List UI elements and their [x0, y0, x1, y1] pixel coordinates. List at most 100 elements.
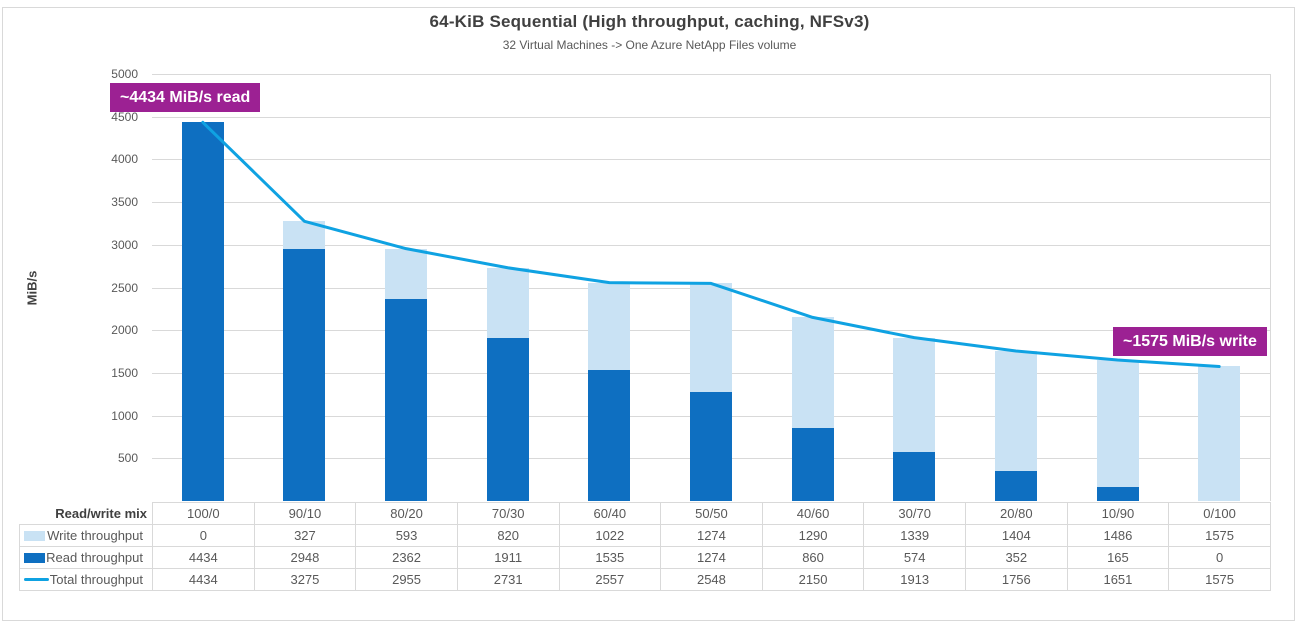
- y-tick-label: 3000: [111, 237, 138, 252]
- read-bar-segment: [486, 337, 529, 501]
- total-line-path: [201, 120, 1221, 368]
- value-cell: 2955: [355, 568, 458, 591]
- bar-swatch-icon: [24, 530, 45, 541]
- read-bar-segment: [994, 470, 1037, 501]
- bar-swatch-icon: [24, 552, 45, 563]
- value-cell: 1535: [558, 546, 662, 569]
- read-bar-segment: [791, 427, 834, 501]
- value-cell: 593: [355, 524, 458, 547]
- category-cell: 100/0: [152, 502, 255, 525]
- write-bar-segment: [1198, 366, 1241, 501]
- value-cell: 1575: [1168, 524, 1271, 547]
- category-cell: 30/70: [863, 502, 966, 525]
- y-tick-label: 4000: [111, 152, 138, 167]
- value-cell: 1274: [660, 546, 763, 569]
- series-label-wrap: Write throughput: [21, 526, 148, 546]
- value-cell: 2548: [660, 568, 763, 591]
- y-tick-label: 5000: [111, 67, 138, 81]
- write-bar-segment: [994, 351, 1037, 471]
- series-label-cell: Read throughput: [19, 546, 153, 569]
- category-cell: 60/40: [558, 502, 662, 525]
- line-swatch-icon: [24, 578, 49, 581]
- series-label-wrap: Read throughput: [21, 548, 148, 568]
- y-tick-label: 1500: [111, 365, 138, 380]
- y-tick-label: 3500: [111, 195, 138, 210]
- value-cell: 1911: [456, 546, 560, 569]
- category-cell: 90/10: [253, 502, 357, 525]
- row-header-label: Read/write mix: [55, 505, 147, 521]
- value-cell: 1575: [1168, 568, 1271, 591]
- value-cell: 2731: [456, 568, 560, 591]
- table-header-row: Read/write mix 100/0 90/10 80/20 70/30 60/40 5…: [20, 502, 1271, 525]
- value-cell: 860: [761, 546, 865, 569]
- category-cell: 0/100: [1168, 502, 1271, 525]
- write-bar-segment: [791, 317, 834, 428]
- write-bar-segment: [486, 267, 529, 338]
- value-cell: 1274: [660, 524, 763, 547]
- series-label-cell: Total throughput: [19, 568, 153, 591]
- category-cell: 70/30: [456, 502, 560, 525]
- write-annotation: ~1575 MiB/s write: [1113, 327, 1267, 356]
- read-annotation: ~4434 MiB/s read: [110, 83, 261, 112]
- plot-right-border: [1270, 74, 1271, 501]
- value-cell: 2557: [558, 568, 662, 591]
- value-cell: 2362: [355, 546, 458, 569]
- value-cell: 327: [253, 524, 357, 547]
- data-table: Read/write mix 100/0 90/10 80/20 70/30 60/40 5…: [19, 502, 1271, 591]
- read-bar-segment: [181, 122, 224, 501]
- value-cell: 0: [1168, 546, 1271, 569]
- gridline-3500: [152, 202, 1270, 204]
- y-tick-label: 2000: [111, 323, 138, 338]
- value-cell: 1651: [1066, 568, 1170, 591]
- category-cell: 20/80: [965, 502, 1068, 525]
- series-name: Total throughput: [49, 572, 143, 587]
- chart-subtitle: 32 Virtual Machines -> One Azure NetApp …: [502, 38, 797, 52]
- category-cell: 50/50: [660, 502, 763, 525]
- write-bar-segment: [893, 337, 936, 452]
- category-cell: 80/20: [355, 502, 458, 525]
- value-cell: 574: [863, 546, 966, 569]
- gridline-5000: [152, 74, 1270, 75]
- read-bar-segment: [385, 299, 428, 501]
- value-cell: 3275: [253, 568, 357, 591]
- series-label-wrap: Total throughput: [21, 570, 148, 590]
- value-cell: 2150: [761, 568, 865, 591]
- write-bar-segment: [385, 248, 428, 300]
- read-bar-segment: [690, 392, 732, 501]
- series-label-cell: Write throughput: [19, 524, 153, 547]
- write-bar-segment: [1096, 360, 1139, 487]
- category-cell: 40/60: [761, 502, 865, 525]
- y-tick-label: 4500: [111, 109, 138, 124]
- series-name: Read throughput: [46, 550, 143, 565]
- value-cell: 820: [456, 524, 560, 547]
- value-cell: 4434: [152, 568, 255, 591]
- table-series-row: Read throughput 4434 2948 2362 1911 1535 1274 8…: [19, 546, 1271, 569]
- write-bar-segment: [588, 282, 631, 370]
- table-series-row: Write throughput 0 327 593 820 1022 1274 1290 13…: [19, 524, 1271, 547]
- value-cell: 165: [1066, 546, 1170, 569]
- gridline-4000: [152, 159, 1270, 161]
- gridline-3000: [152, 244, 1270, 246]
- gridline-4500: [152, 116, 1270, 118]
- y-tick-label: 2500: [111, 280, 138, 295]
- value-cell: 1756: [965, 568, 1068, 591]
- y-tick-label: 500: [117, 451, 138, 466]
- value-cell: 1022: [558, 524, 662, 547]
- series-name: Write throughput: [47, 528, 143, 543]
- category-cell: 10/90: [1066, 502, 1170, 525]
- value-cell: 1290: [761, 524, 865, 547]
- value-cell: 352: [965, 546, 1068, 569]
- table-series-row: Total throughput 4434 3275 2955 2731 2557 2548…: [19, 568, 1271, 591]
- read-bar-segment: [283, 249, 326, 501]
- value-cell: 1404: [965, 524, 1068, 547]
- read-bar-segment: [893, 451, 936, 501]
- y-tick-label: 1000: [111, 408, 138, 423]
- read-bar-segment: [1096, 486, 1139, 501]
- value-cell: 0: [152, 524, 255, 547]
- read-bar-segment: [588, 369, 631, 501]
- value-cell: 1486: [1066, 524, 1170, 547]
- value-cell: 1339: [863, 524, 966, 547]
- value-cell: 1913: [863, 568, 966, 591]
